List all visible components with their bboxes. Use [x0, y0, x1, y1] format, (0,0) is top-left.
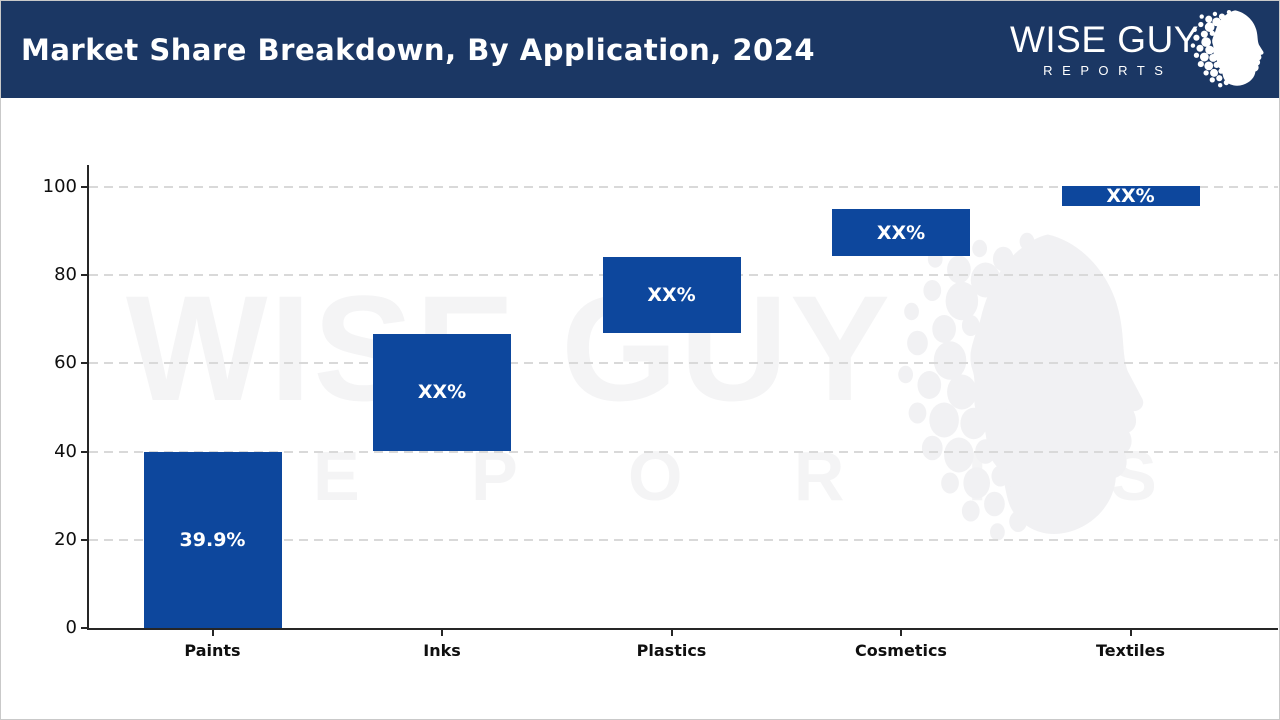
bar-value-label-textiles: XX%: [1106, 185, 1155, 208]
x-axis-category-label: Textiles: [1096, 641, 1165, 660]
logo-sub-text: R E P O R T S: [1043, 63, 1166, 78]
y-axis-tick-mark: [81, 538, 89, 541]
bar-paints: 39.9%: [143, 452, 282, 628]
gridline-100: [89, 186, 1278, 188]
x-axis-category-label: Plastics: [636, 641, 707, 660]
chart-title: Market Share Breakdown, By Application, …: [21, 32, 816, 67]
x-axis-tick-mark: [211, 630, 214, 636]
bar-plastics: XX%: [602, 256, 741, 333]
gridline-20: [89, 538, 1278, 541]
x-axis-line: [87, 628, 1278, 630]
y-axis-tick-label: 80: [54, 264, 77, 286]
x-axis-tick-mark: [441, 630, 443, 636]
y-axis-tick-mark: [81, 274, 89, 277]
bar-inks: XX%: [373, 333, 511, 451]
y-axis-tick-mark: [81, 627, 89, 629]
bar-cosmetics: XX%: [832, 209, 970, 256]
gridline-40: [89, 450, 1278, 453]
bar-value-label-paints: 39.9%: [179, 529, 246, 551]
header-bar: Market Share Breakdown, By Application, …: [1, 1, 1279, 98]
y-axis-tick-mark: [81, 362, 89, 365]
logo-brand-text: WISE GUY: [1009, 19, 1199, 60]
bar-textiles: XX%: [1061, 185, 1200, 208]
wiseguy-logo: WISE GUY R E P O R T S: [1010, 1, 1273, 98]
y-axis-tick-label: 60: [54, 352, 77, 374]
y-axis-tick-label: 0: [65, 617, 77, 638]
y-axis-tick-label: 20: [54, 528, 77, 550]
x-axis-category-label: Inks: [423, 641, 461, 660]
x-axis-tick-mark: [900, 630, 902, 636]
x-axis-category-label: Cosmetics: [855, 641, 947, 660]
y-axis-tick-mark: [81, 186, 89, 188]
x-axis-tick-mark: [1129, 630, 1132, 636]
bar-value-label-plastics: XX%: [647, 283, 696, 306]
gridline-60: [89, 362, 1278, 365]
bar-value-label-cosmetics: XX%: [876, 221, 926, 244]
bar-value-label-inks: XX%: [417, 381, 467, 404]
y-axis-tick-label: 100: [42, 176, 77, 197]
y-axis-tick-label: 40: [54, 440, 77, 462]
x-axis-tick-mark: [670, 630, 673, 636]
x-axis-category-label: Paints: [184, 641, 241, 660]
y-axis-line: [87, 165, 89, 630]
y-axis-tick-mark: [81, 450, 89, 453]
watermark-face-graphic: [898, 232, 1144, 541]
